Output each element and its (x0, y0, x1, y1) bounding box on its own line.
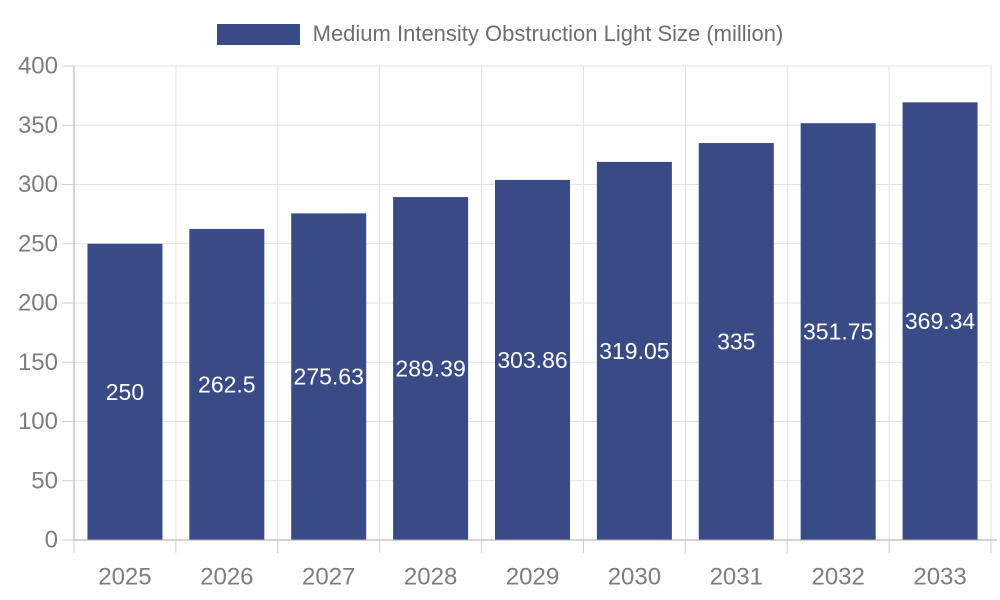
bar-value-label: 351.75 (803, 319, 873, 345)
legend-swatch (216, 23, 300, 45)
x-tick-label: 2027 (302, 564, 355, 591)
bar-value-label: 369.34 (905, 308, 976, 334)
y-tick-label: 300 (18, 171, 58, 198)
bar[interactable] (596, 161, 672, 540)
bar[interactable] (495, 179, 570, 540)
x-tick-label: 2031 (710, 564, 763, 591)
y-tick-label: 400 (18, 53, 58, 80)
bar-value-label: 262.5 (198, 371, 256, 397)
bar-value-label: 275.63 (294, 364, 364, 390)
bar-value-label: 250 (106, 379, 144, 405)
bar[interactable] (800, 123, 876, 541)
y-tick-label: 50 (31, 467, 58, 494)
legend[interactable]: Medium Intensity Obstruction Light Size … (0, 21, 1000, 47)
x-tick-label: 2033 (913, 564, 966, 591)
y-tick-label: 200 (18, 290, 58, 317)
bar[interactable] (291, 213, 367, 540)
bar-value-label: 303.86 (497, 347, 567, 373)
y-tick-label: 350 (18, 112, 58, 139)
bar[interactable] (902, 102, 978, 541)
bar[interactable] (698, 143, 774, 540)
x-tick-label: 2026 (200, 564, 253, 591)
y-tick-label: 0 (45, 527, 58, 554)
bar[interactable] (393, 197, 469, 540)
x-tick-label: 2025 (98, 564, 151, 591)
bar-value-label: 319.05 (599, 338, 669, 364)
y-tick-label: 250 (18, 230, 58, 257)
y-tick-label: 150 (18, 349, 58, 376)
y-tick-label: 100 (18, 408, 58, 435)
legend-label: Medium Intensity Obstruction Light Size … (312, 21, 784, 46)
bar[interactable] (87, 243, 163, 540)
x-tick-label: 2030 (608, 564, 661, 591)
x-tick-label: 2028 (404, 564, 457, 591)
x-tick-label: 2032 (811, 564, 864, 591)
bar-value-label: 289.39 (395, 356, 465, 382)
bar-value-label: 335 (717, 329, 755, 355)
x-tick-label: 2029 (506, 564, 559, 591)
bar[interactable] (189, 228, 265, 540)
